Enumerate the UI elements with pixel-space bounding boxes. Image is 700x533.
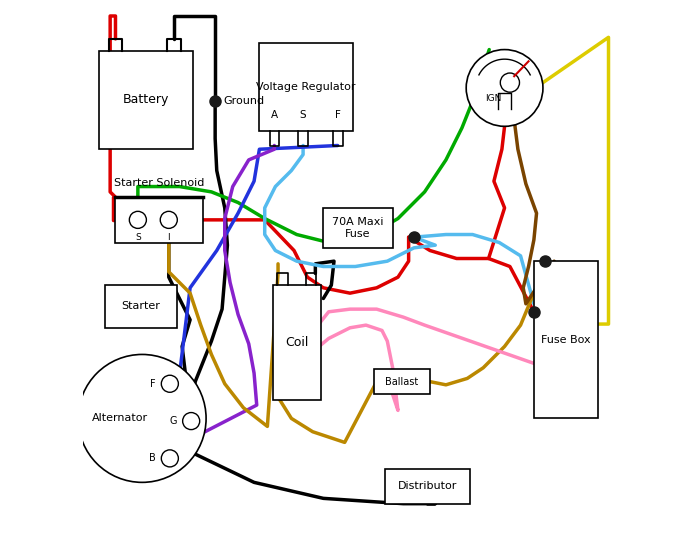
Text: I: I <box>167 233 170 241</box>
Circle shape <box>466 50 543 126</box>
Bar <box>323 208 393 248</box>
Circle shape <box>160 211 177 229</box>
Bar <box>273 285 321 400</box>
Text: S: S <box>135 233 141 241</box>
Bar <box>260 43 353 131</box>
Bar <box>99 51 192 149</box>
Circle shape <box>130 211 146 229</box>
Text: 70A Maxi
Fuse: 70A Maxi Fuse <box>332 217 384 239</box>
Text: Coil: Coil <box>285 336 309 349</box>
Text: +: + <box>108 59 123 77</box>
Bar <box>374 369 430 394</box>
Text: Voltage Regulator: Voltage Regulator <box>256 82 356 92</box>
Text: G: G <box>170 416 177 426</box>
Text: Ground: Ground <box>223 96 265 106</box>
Text: F: F <box>150 379 155 389</box>
Bar <box>384 469 470 504</box>
Text: S: S <box>300 110 307 119</box>
Circle shape <box>161 375 178 392</box>
Bar <box>534 261 598 418</box>
Text: A: A <box>271 110 278 119</box>
Text: IGN: IGN <box>484 94 501 103</box>
Circle shape <box>500 73 519 92</box>
Bar <box>105 285 177 328</box>
Circle shape <box>183 413 200 430</box>
Text: Alternator: Alternator <box>92 414 148 423</box>
Text: Starter Solenoid: Starter Solenoid <box>114 177 204 188</box>
Text: −: − <box>305 287 317 301</box>
Text: Battery: Battery <box>123 93 169 107</box>
Text: Fuse Box: Fuse Box <box>541 335 591 345</box>
Circle shape <box>161 450 178 467</box>
Text: F: F <box>335 110 341 119</box>
Text: Starter: Starter <box>121 302 160 311</box>
Bar <box>116 197 204 243</box>
Text: Ballast: Ballast <box>385 377 419 386</box>
Text: −: − <box>167 59 182 77</box>
Text: B: B <box>148 454 155 463</box>
Circle shape <box>78 354 206 482</box>
Text: Distributor: Distributor <box>398 481 457 491</box>
Text: +: + <box>276 287 288 301</box>
